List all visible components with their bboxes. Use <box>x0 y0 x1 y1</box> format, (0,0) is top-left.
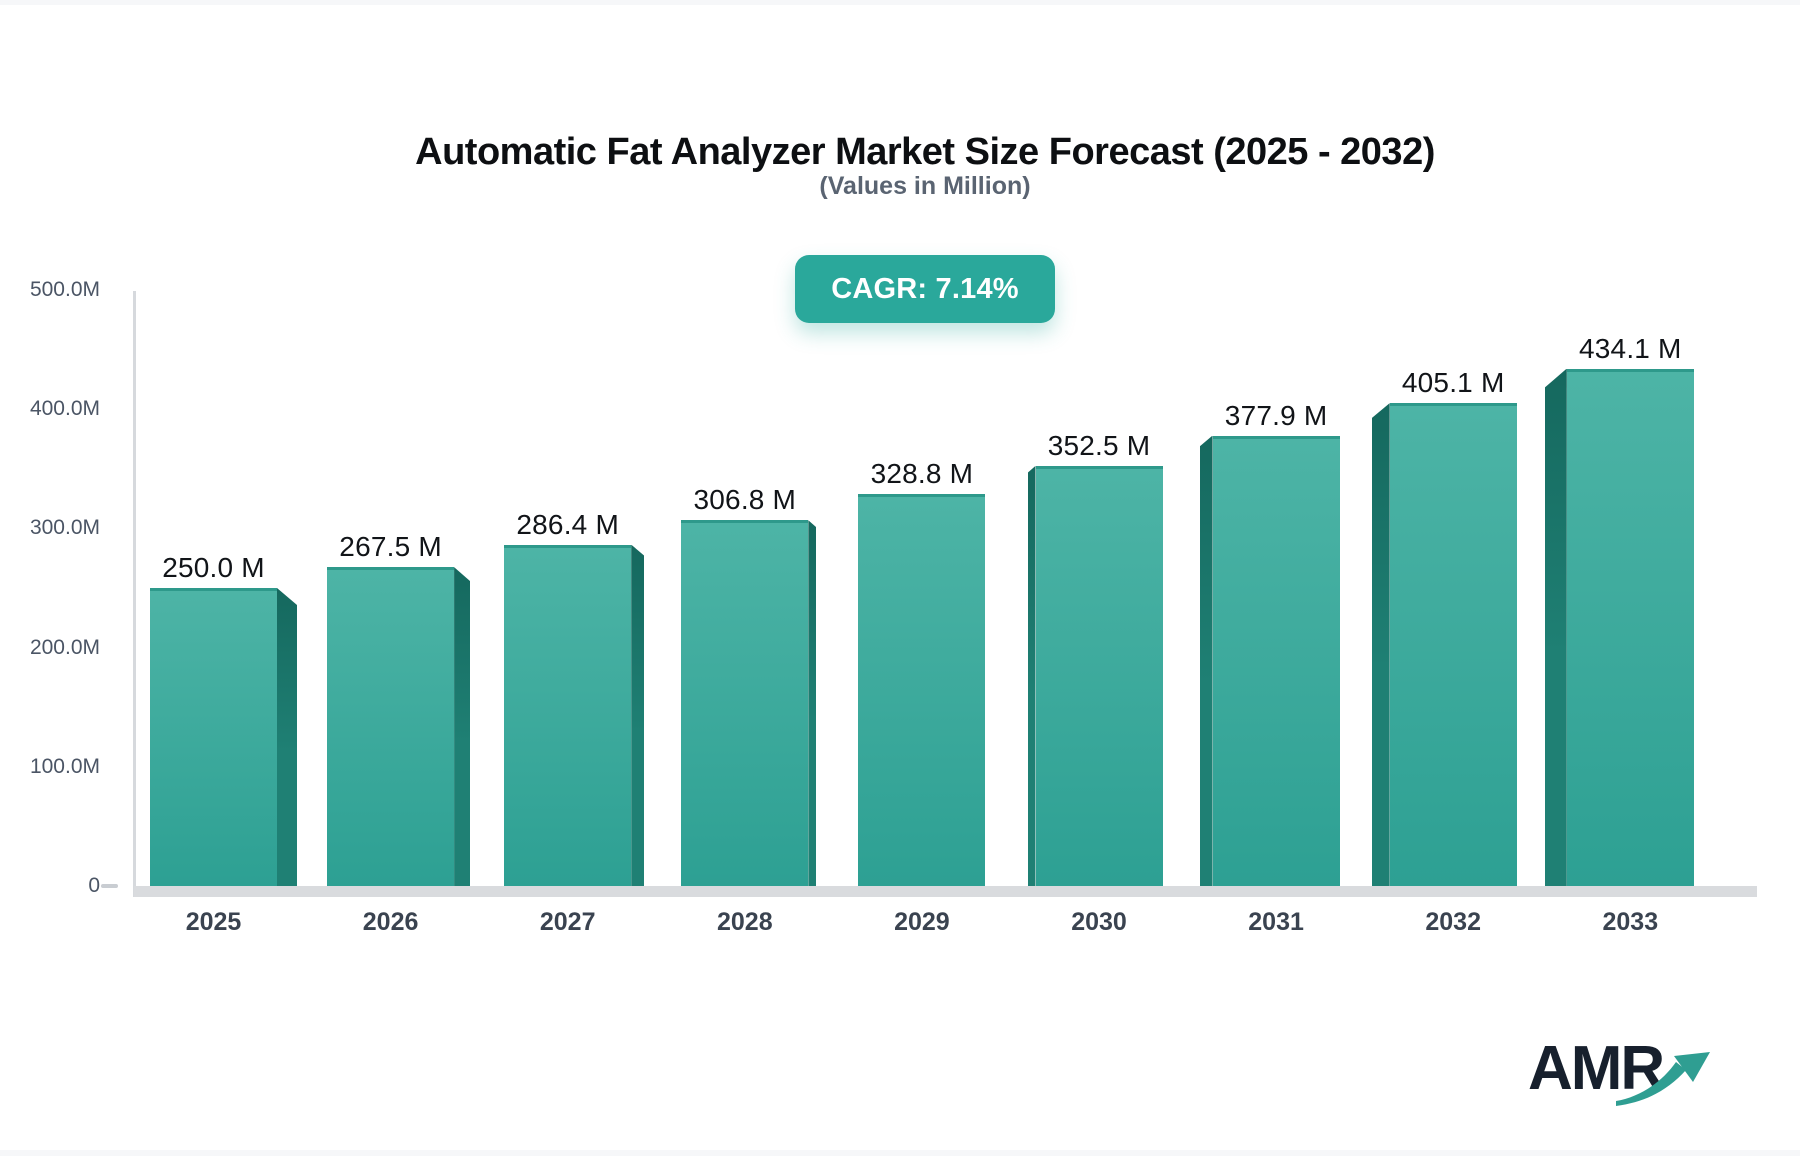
bar-value-label: 328.8 M <box>870 458 974 490</box>
bar-2030[interactable] <box>1035 465 1163 886</box>
bar-value-label: 352.5 M <box>1047 429 1151 461</box>
bar-2029[interactable] <box>858 494 986 886</box>
y-axis-tick-label: 100.0M <box>29 754 100 778</box>
x-axis-baseline <box>134 886 1757 897</box>
bar-2031[interactable] <box>1212 435 1340 886</box>
bar-3d-side-2032 <box>1371 403 1390 886</box>
bar-value-label: 286.4 M <box>516 508 619 540</box>
bar-2032[interactable] <box>1389 403 1517 886</box>
bar-2028[interactable] <box>681 520 809 886</box>
y-axis-line <box>133 291 136 897</box>
bar-3d-side-2031 <box>1199 435 1213 886</box>
bar-2026[interactable] <box>327 567 455 886</box>
bar-2033[interactable] <box>1566 368 1694 886</box>
bar-value-label: 377.9 M <box>1224 399 1328 431</box>
bar-value-label: 267.5 M <box>339 531 442 563</box>
bar-3d-side-2025 <box>277 588 297 886</box>
bar-3d-side-2030 <box>1027 465 1036 886</box>
x-axis-label-2026: 2026 <box>362 908 419 936</box>
x-axis-label-2027: 2027 <box>539 908 596 936</box>
y-axis-tick-label: 0 <box>88 874 100 897</box>
bar-3d-side-2033 <box>1544 368 1567 886</box>
x-axis-label-2029: 2029 <box>894 908 950 936</box>
cagr-badge-label: CAGR: 7.14% <box>831 272 1019 305</box>
bar-value-label: 434.1 M <box>1579 332 1682 364</box>
bar-2027[interactable] <box>504 544 632 886</box>
cagr-badge: CAGR: 7.14% <box>795 255 1055 323</box>
page-bottom-edge <box>0 1150 1800 1156</box>
y-axis-tick-label: 200.0M <box>29 635 100 659</box>
chart-subtitle: (Values in Million) <box>819 172 1031 200</box>
bar-3d-side-2028 <box>808 520 817 886</box>
x-axis-label-2028: 2028 <box>716 908 773 936</box>
amr-logo: AMR <box>1528 1030 1718 1120</box>
x-axis-label-2033: 2033 <box>1602 908 1659 936</box>
y-axis-tick-label: 300.0M <box>29 516 100 540</box>
amr-logo-text: AMR <box>1528 1034 1665 1103</box>
bar-value-label: 306.8 M <box>693 484 797 516</box>
bar-2025[interactable] <box>150 588 277 886</box>
x-axis-label-2030: 2030 <box>1071 908 1127 936</box>
x-axis-label-2025: 2025 <box>185 908 242 936</box>
page-top-edge <box>0 0 1800 5</box>
y-axis-tick-label: 500.0M <box>29 278 100 301</box>
chart-title: Automatic Fat Analyzer Market Size Forec… <box>415 131 1435 174</box>
bar-value-label: 250.0 M <box>162 552 265 583</box>
y-axis-tick-label: 400.0M <box>29 397 100 421</box>
bar-3d-side-2026 <box>454 567 471 886</box>
bar-3d-side-2027 <box>631 544 645 886</box>
x-axis-label-2032: 2032 <box>1425 908 1481 936</box>
x-axis-label-2031: 2031 <box>1248 908 1304 936</box>
zero-tick-mark <box>101 884 118 888</box>
bar-value-label: 405.1 M <box>1401 367 1505 399</box>
growth-arrow-icon <box>1616 1052 1710 1106</box>
